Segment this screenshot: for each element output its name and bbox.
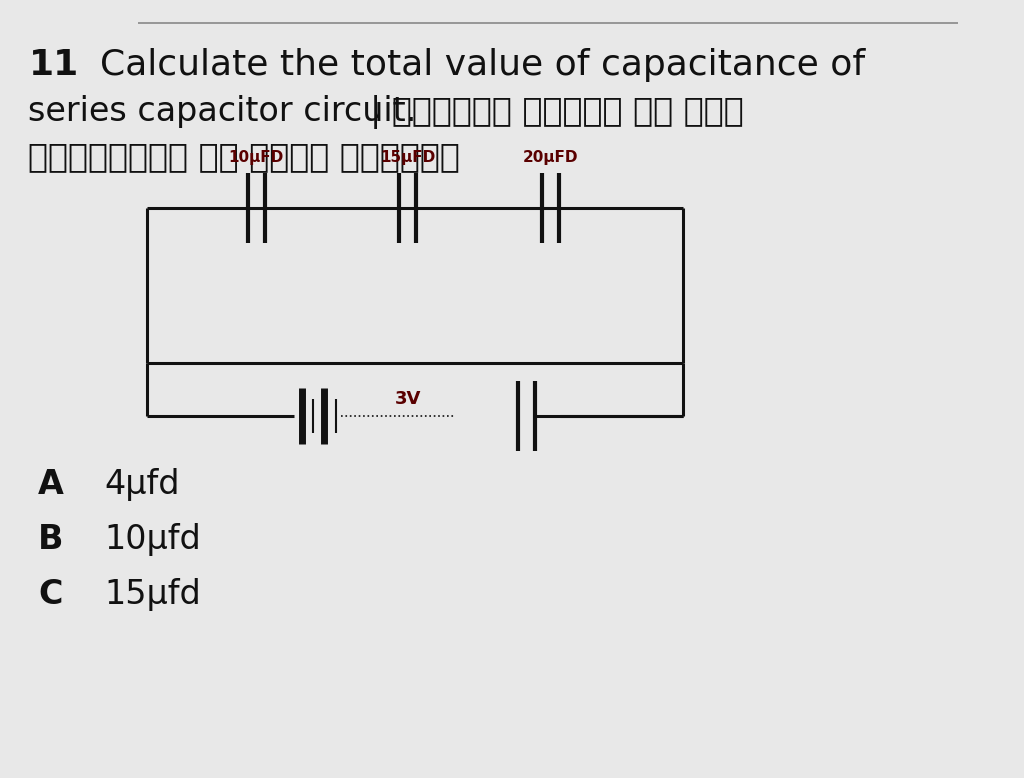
Text: संधारिता की गणना कीजिये: संधारिता की गणना कीजिये: [29, 140, 461, 173]
Text: series capacitor circuit.: series capacitor circuit.: [29, 95, 417, 128]
Text: 15µFD: 15µFD: [380, 150, 435, 165]
Text: | श्रेणी परिपथ की कुल: | श्रेणी परिपथ की कुल: [370, 95, 743, 129]
Text: A: A: [38, 468, 63, 501]
Text: 10µfd: 10µfd: [104, 523, 201, 556]
Text: 20µFD: 20µFD: [522, 150, 578, 165]
Text: 10µFD: 10µFD: [228, 150, 284, 165]
Text: C: C: [38, 578, 62, 611]
Text: 15µfd: 15µfd: [104, 578, 201, 611]
Text: B: B: [38, 523, 63, 556]
Text: 3V: 3V: [394, 390, 421, 408]
Text: 4µfd: 4µfd: [104, 468, 180, 501]
Text: 11: 11: [29, 48, 79, 82]
Text: Calculate the total value of capacitance of: Calculate the total value of capacitance…: [99, 48, 864, 82]
